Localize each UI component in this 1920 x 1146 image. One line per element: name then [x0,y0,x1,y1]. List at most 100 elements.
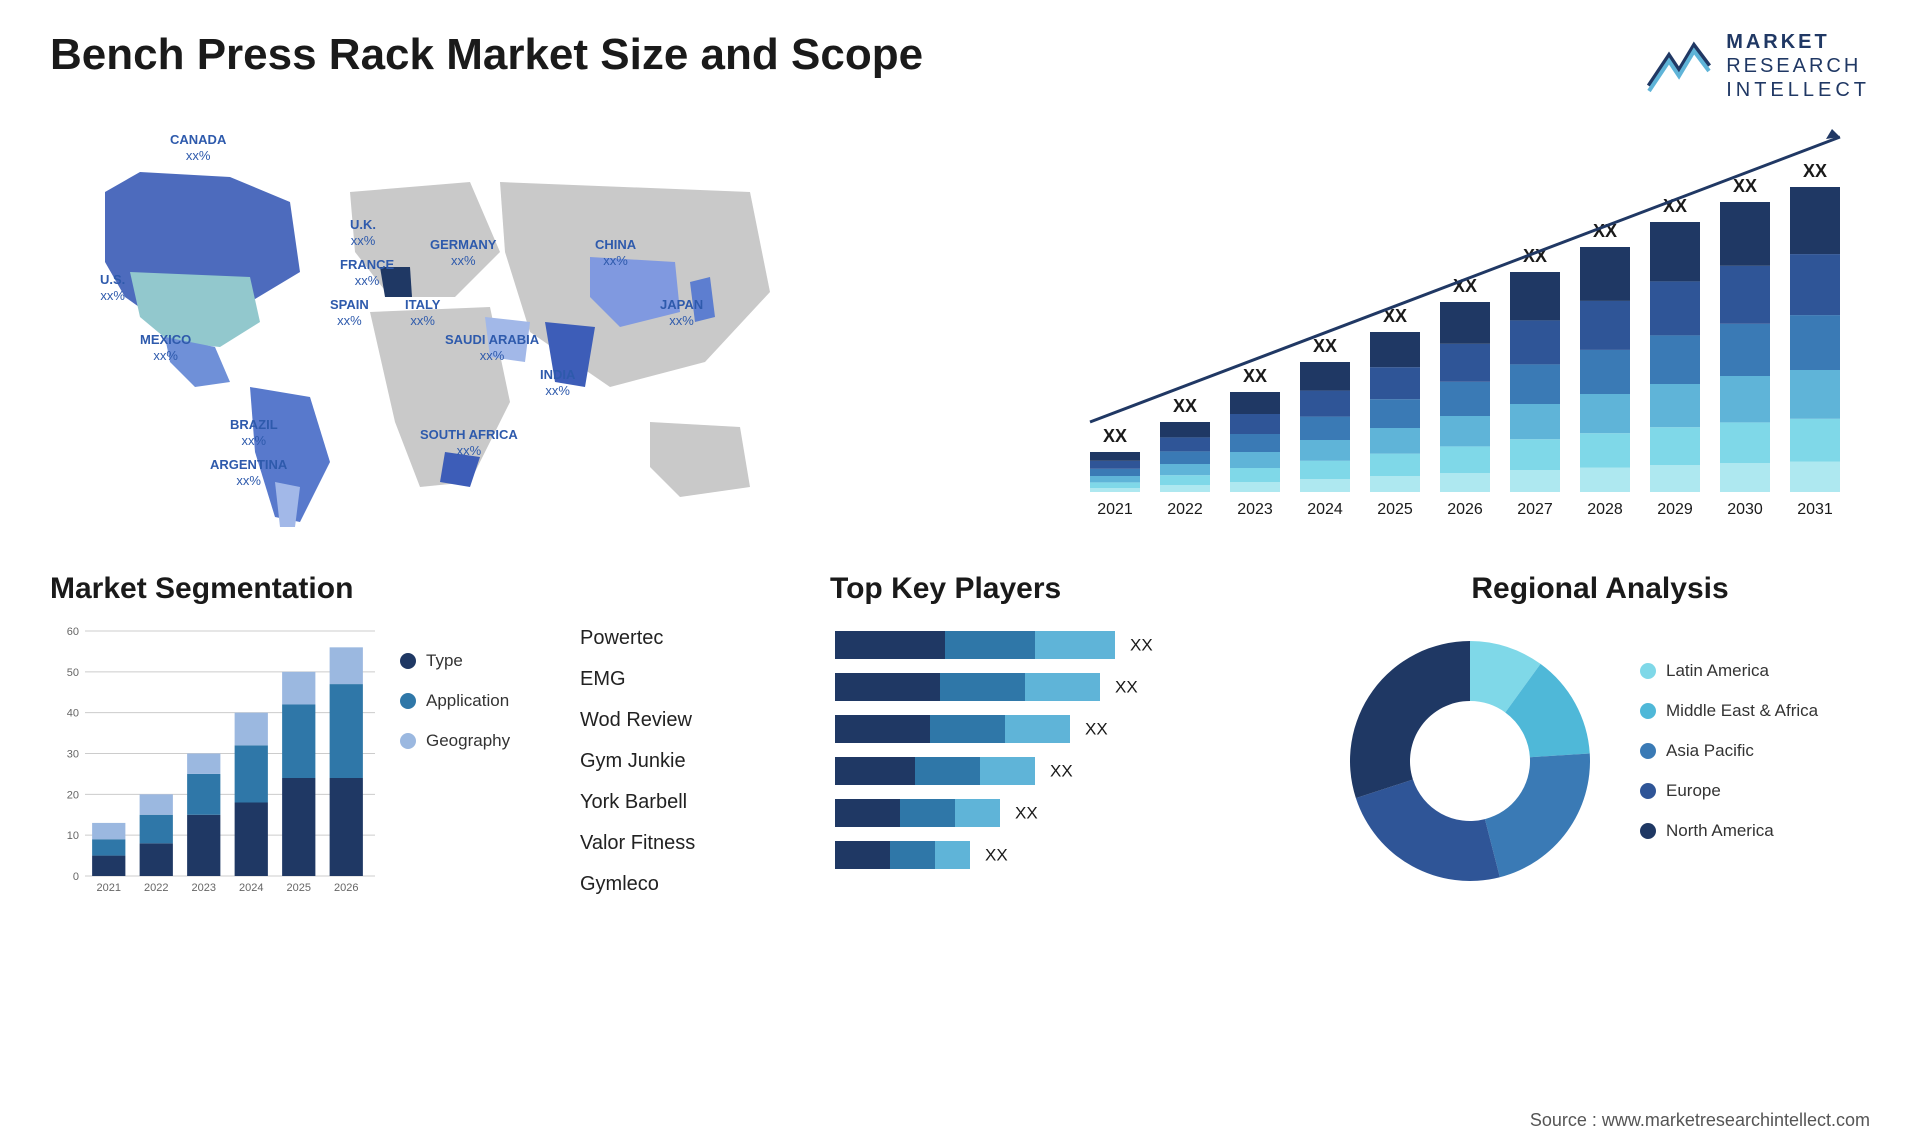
growth-bar-seg [1440,344,1490,382]
growth-bar-seg [1230,468,1280,482]
legend-dot-icon [1640,743,1656,759]
legend-label: Type [426,651,463,671]
growth-bar-seg [1580,247,1630,301]
growth-year-label: 2026 [1447,501,1483,518]
kp-bar-label: XX [1085,720,1108,739]
kp-bar-seg [890,841,935,869]
map-label-saudiarabia: SAUDI ARABIAxx% [445,332,539,363]
legend-label: Europe [1666,781,1721,801]
growth-bar-seg [1300,391,1350,417]
seg-ytick: 10 [67,830,79,842]
growth-bar-seg [1720,324,1770,376]
growth-bar-seg [1300,362,1350,391]
growth-bar-seg [1300,461,1350,479]
seg-xlabel: 2021 [97,882,121,894]
map-label-india: INDIAxx% [540,367,575,398]
kp-bar-seg [940,673,1025,701]
growth-year-label: 2025 [1377,501,1413,518]
growth-bar-seg [1160,451,1210,464]
growth-bar-seg [1230,392,1280,414]
player-item: Wod Review [580,709,800,732]
growth-bar-seg [1300,417,1350,440]
growth-bar-label: XX [1803,161,1827,181]
growth-bar-seg [1160,464,1210,475]
kp-bar-seg [1005,715,1070,743]
growth-bar-seg [1370,332,1420,367]
seg-bar-seg [235,713,268,746]
map-label-japan: JAPANxx% [660,297,703,328]
growth-bar-seg [1370,428,1420,454]
legend-label: Geography [426,731,510,751]
seg-legend-item: Geography [400,731,550,751]
growth-bar-seg [1580,468,1630,493]
growth-bar-seg [1160,437,1210,451]
seg-bar-seg [92,856,125,876]
seg-bar-seg [187,774,220,815]
kp-bar-seg [835,757,915,785]
growth-bar-seg [1090,482,1140,488]
map-label-us: U.S.xx% [100,272,125,303]
logo-icon [1644,36,1714,96]
legend-label: Asia Pacific [1666,741,1754,761]
growth-bar-seg [1580,350,1630,394]
seg-bar-seg [330,647,363,684]
kp-bar-seg [1025,673,1100,701]
donut-slice [1356,780,1500,881]
growth-bar-seg [1720,202,1770,266]
growth-year-label: 2022 [1167,501,1203,518]
seg-bar-seg [92,839,125,855]
segmentation-chart: 0102030405060202120222023202420252026 [50,621,380,901]
legend-dot-icon [1640,663,1656,679]
growth-bar-seg [1790,370,1840,419]
map-label-germany: GERMANYxx% [430,237,496,268]
map-label-canada: CANADAxx% [170,132,226,163]
growth-bar-seg [1230,452,1280,468]
growth-bar-seg [1720,422,1770,463]
page-title: Bench Press Rack Market Size and Scope [50,30,923,80]
donut-slice [1350,641,1470,798]
seg-xlabel: 2025 [287,882,311,894]
growth-bar-label: XX [1733,176,1757,196]
kp-bar-seg [835,799,900,827]
regional-legend-item: Middle East & Africa [1640,701,1818,721]
key-players-panel: Top Key Players XXXXXXXXXXXX [830,572,1300,952]
growth-year-label: 2028 [1587,501,1623,518]
seg-ytick: 0 [73,871,79,883]
growth-year-label: 2021 [1097,501,1133,518]
legend-dot-icon [1640,703,1656,719]
legend-dot-icon [400,693,416,709]
segmentation-legend: Type Application Geography [400,621,550,901]
regional-legend-item: North America [1640,821,1818,841]
kp-bar-seg [945,631,1035,659]
regional-legend: Latin AmericaMiddle East & AfricaAsia Pa… [1640,661,1818,861]
growth-bar-seg [1090,476,1140,482]
legend-dot-icon [400,653,416,669]
growth-bar-seg [1790,315,1840,370]
growth-bar-seg [1510,320,1560,364]
growth-year-label: 2024 [1307,501,1343,518]
kp-bar-seg [915,757,980,785]
seg-bar-seg [187,754,220,774]
seg-bar-seg [330,684,363,778]
growth-bar-seg [1790,419,1840,462]
growth-bar-seg [1650,281,1700,335]
growth-year-label: 2030 [1727,501,1763,518]
source-label: Source : www.marketresearchintellect.com [1530,1110,1870,1131]
growth-bar-seg [1510,439,1560,470]
player-item: Gymleco [580,873,800,896]
seg-bar-seg [92,823,125,839]
growth-bar-seg [1510,272,1560,320]
map-label-france: FRANCExx% [340,257,394,288]
logo: MARKET RESEARCH INTELLECT [1644,30,1870,102]
growth-bar-seg [1090,452,1140,461]
seg-ytick: 40 [67,708,79,720]
seg-bar-seg [282,705,315,779]
seg-xlabel: 2024 [239,882,263,894]
regional-legend-item: Europe [1640,781,1818,801]
growth-bar-seg [1790,187,1840,254]
seg-legend-item: Application [400,691,550,711]
growth-bar-seg [1300,440,1350,461]
regional-panel: Regional Analysis Latin AmericaMiddle Ea… [1330,572,1870,952]
growth-bar-label: XX [1103,426,1127,446]
growth-bar-seg [1650,427,1700,465]
